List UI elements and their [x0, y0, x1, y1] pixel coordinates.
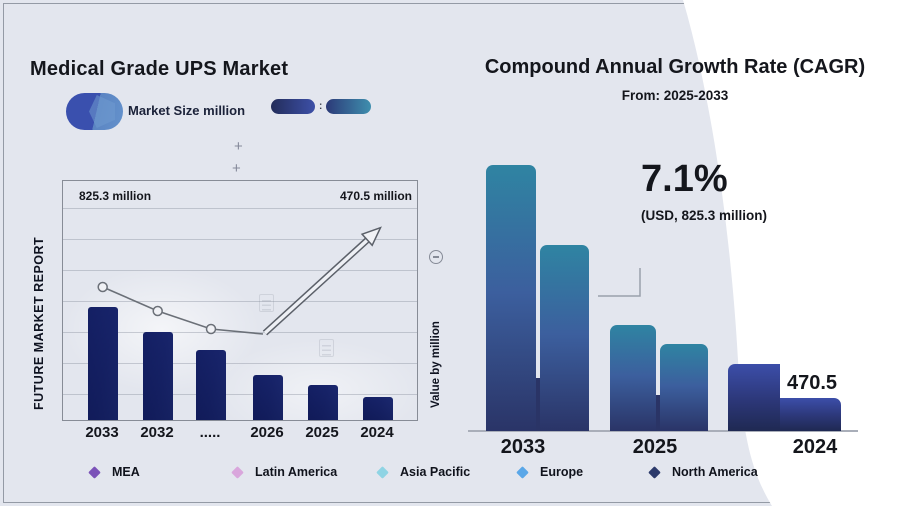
- legend-label: Latin America: [255, 465, 338, 479]
- pill-navy-icon: [271, 99, 315, 114]
- legend-label: North America: [672, 465, 758, 479]
- legend-item-latin-america: Latin America: [231, 465, 338, 479]
- diamond-icon: [376, 465, 389, 479]
- cagr-bar-tall-2033: [486, 165, 536, 431]
- capsule-facet: [89, 95, 115, 128]
- arrow-up-icon: [360, 226, 382, 247]
- plus-mark-top: +: [234, 138, 243, 155]
- diamond-icon: [88, 465, 101, 479]
- circled-minus-icon: [429, 250, 443, 264]
- legend-label: Asia Pacific: [400, 465, 471, 479]
- right-x-label: 2025: [632, 436, 678, 458]
- left-bar-.....: [196, 350, 226, 420]
- left-bar-2032: [143, 332, 173, 420]
- diamond-icon: [231, 465, 244, 479]
- mini-pills: :: [271, 99, 372, 114]
- legend-item-asia-pacific: Asia Pacific: [376, 465, 471, 479]
- left-x-label: 2032: [140, 424, 174, 441]
- left-bar-2025: [308, 385, 338, 420]
- left-chart-max-label: 825.3 million: [79, 189, 152, 203]
- market-size-label: Market Size million: [128, 103, 246, 118]
- diamond-icon: [648, 465, 661, 479]
- legend-item-north-america: North America: [648, 465, 758, 479]
- plus-mark-bottom: +: [232, 160, 241, 177]
- legend-label: Europe: [540, 465, 584, 479]
- left-bar-2024: [363, 397, 393, 420]
- left-x-label: 2033: [85, 424, 119, 441]
- left-x-label: 2024: [360, 424, 394, 441]
- diamond-icon: [516, 465, 529, 479]
- cagr-detail: (USD, 825.3 million): [641, 208, 768, 223]
- value-annotation: 470.5: [787, 372, 838, 394]
- capsule-pill-icon: [66, 93, 123, 130]
- left-x-label: 2026: [250, 424, 284, 441]
- cagr-bar-tall-2025: [610, 325, 656, 431]
- cagr-bar-short-2024: [780, 398, 841, 431]
- cagr-subtitle: From: 2025-2033: [621, 88, 729, 103]
- pill-separator: :: [319, 101, 323, 112]
- left-x-label: 2025: [305, 424, 339, 441]
- left-chart-min-label: 470.5 million: [339, 189, 412, 203]
- left-x-label: .....: [199, 424, 221, 441]
- left-bar-2033: [88, 307, 118, 420]
- legend-item-europe: Europe: [516, 465, 584, 479]
- right-x-label: 2024: [792, 436, 838, 458]
- step-line-icon: [598, 268, 641, 297]
- cagr-title: Compound Annual Growth Rate (CAGR): [484, 56, 866, 78]
- right-x-axis-line: [468, 430, 858, 432]
- cagr-bar-short-2033: [540, 245, 589, 431]
- gridlines: [63, 208, 417, 396]
- legend-item-mea: MEA: [88, 465, 140, 479]
- bar-merge-fill: [536, 378, 540, 431]
- left-chart-plot: 825.3 million 470.5 million: [62, 180, 418, 421]
- trend-line-overlay: [97, 226, 382, 336]
- clipboard-watermark-icon: [259, 294, 274, 312]
- right-x-label: 2033: [500, 436, 546, 458]
- legend-label: MEA: [112, 465, 140, 479]
- left-bar-2026: [253, 375, 283, 420]
- page-title: Medical Grade UPS Market: [30, 58, 289, 80]
- pill-teal-icon: [326, 99, 372, 114]
- value-axis-label: Value by million: [430, 321, 442, 408]
- cagr-bar-short-2025: [660, 344, 708, 431]
- cagr-value: 7.1%: [641, 158, 728, 200]
- bar-merge-fill: [656, 395, 660, 431]
- cagr-bar-tall-2024: [728, 364, 780, 431]
- clipboard-watermark-icon: [319, 339, 334, 357]
- future-market-report-watermark: FUTURE MARKET REPORT: [32, 236, 46, 410]
- left-x-axis: 2033 2032..... 2026 2025 2024: [62, 424, 418, 444]
